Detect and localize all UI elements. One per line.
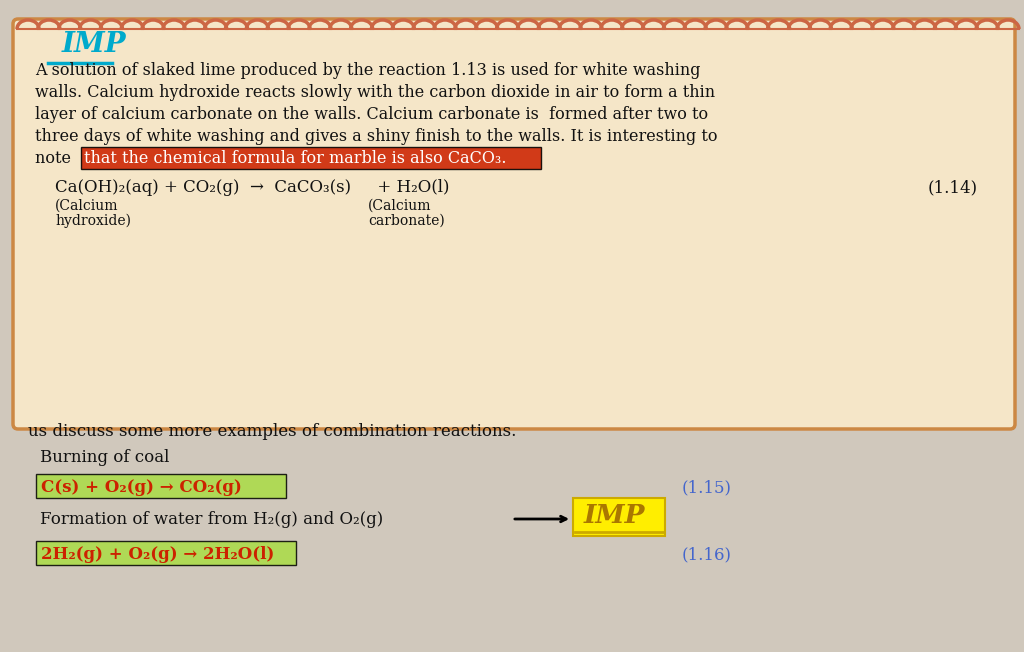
Text: walls. Calcium hydroxide reacts slowly with the carbon dioxide in air to form a : walls. Calcium hydroxide reacts slowly w… [35,84,715,101]
FancyBboxPatch shape [81,147,541,169]
FancyBboxPatch shape [573,498,665,536]
Text: hydroxide): hydroxide) [55,214,131,228]
Text: layer of calcium carbonate on the walls. Calcium carbonate is  formed after two : layer of calcium carbonate on the walls.… [35,106,709,123]
Text: 2H₂(g) + O₂(g) → 2H₂O(l): 2H₂(g) + O₂(g) → 2H₂O(l) [41,546,274,563]
FancyBboxPatch shape [36,541,296,565]
Text: note: note [35,150,76,167]
FancyBboxPatch shape [13,19,1015,429]
Text: C(s) + O₂(g) → CO₂(g): C(s) + O₂(g) → CO₂(g) [41,479,242,496]
Text: Formation of water from H₂(g) and O₂(g): Formation of water from H₂(g) and O₂(g) [40,511,383,528]
Text: Burning of coal: Burning of coal [40,449,169,466]
Text: (1.14): (1.14) [928,179,978,196]
Text: A solution of slaked lime produced by the reaction 1.13 is used for white washin: A solution of slaked lime produced by th… [35,62,700,79]
Text: IMP: IMP [62,31,127,58]
Text: that the chemical formula for marble is also CaCO₃.: that the chemical formula for marble is … [84,150,507,167]
Text: three days of white washing and gives a shiny finish to the walls. It is interes: three days of white washing and gives a … [35,128,718,145]
Text: (1.15): (1.15) [682,479,732,496]
Text: (Calcium: (Calcium [368,199,431,213]
Text: (1.16): (1.16) [682,546,732,563]
Text: carbonate): carbonate) [368,214,444,228]
Text: Ca(OH)₂(aq) + CO₂(g)  →  CaCO₃(s)     + H₂O(l): Ca(OH)₂(aq) + CO₂(g) → CaCO₃(s) + H₂O(l) [55,179,450,196]
Text: us discuss some more examples of combination reactions.: us discuss some more examples of combina… [28,423,516,440]
Text: (Calcium: (Calcium [55,199,119,213]
Text: IMP: IMP [584,503,645,528]
FancyBboxPatch shape [36,474,286,498]
